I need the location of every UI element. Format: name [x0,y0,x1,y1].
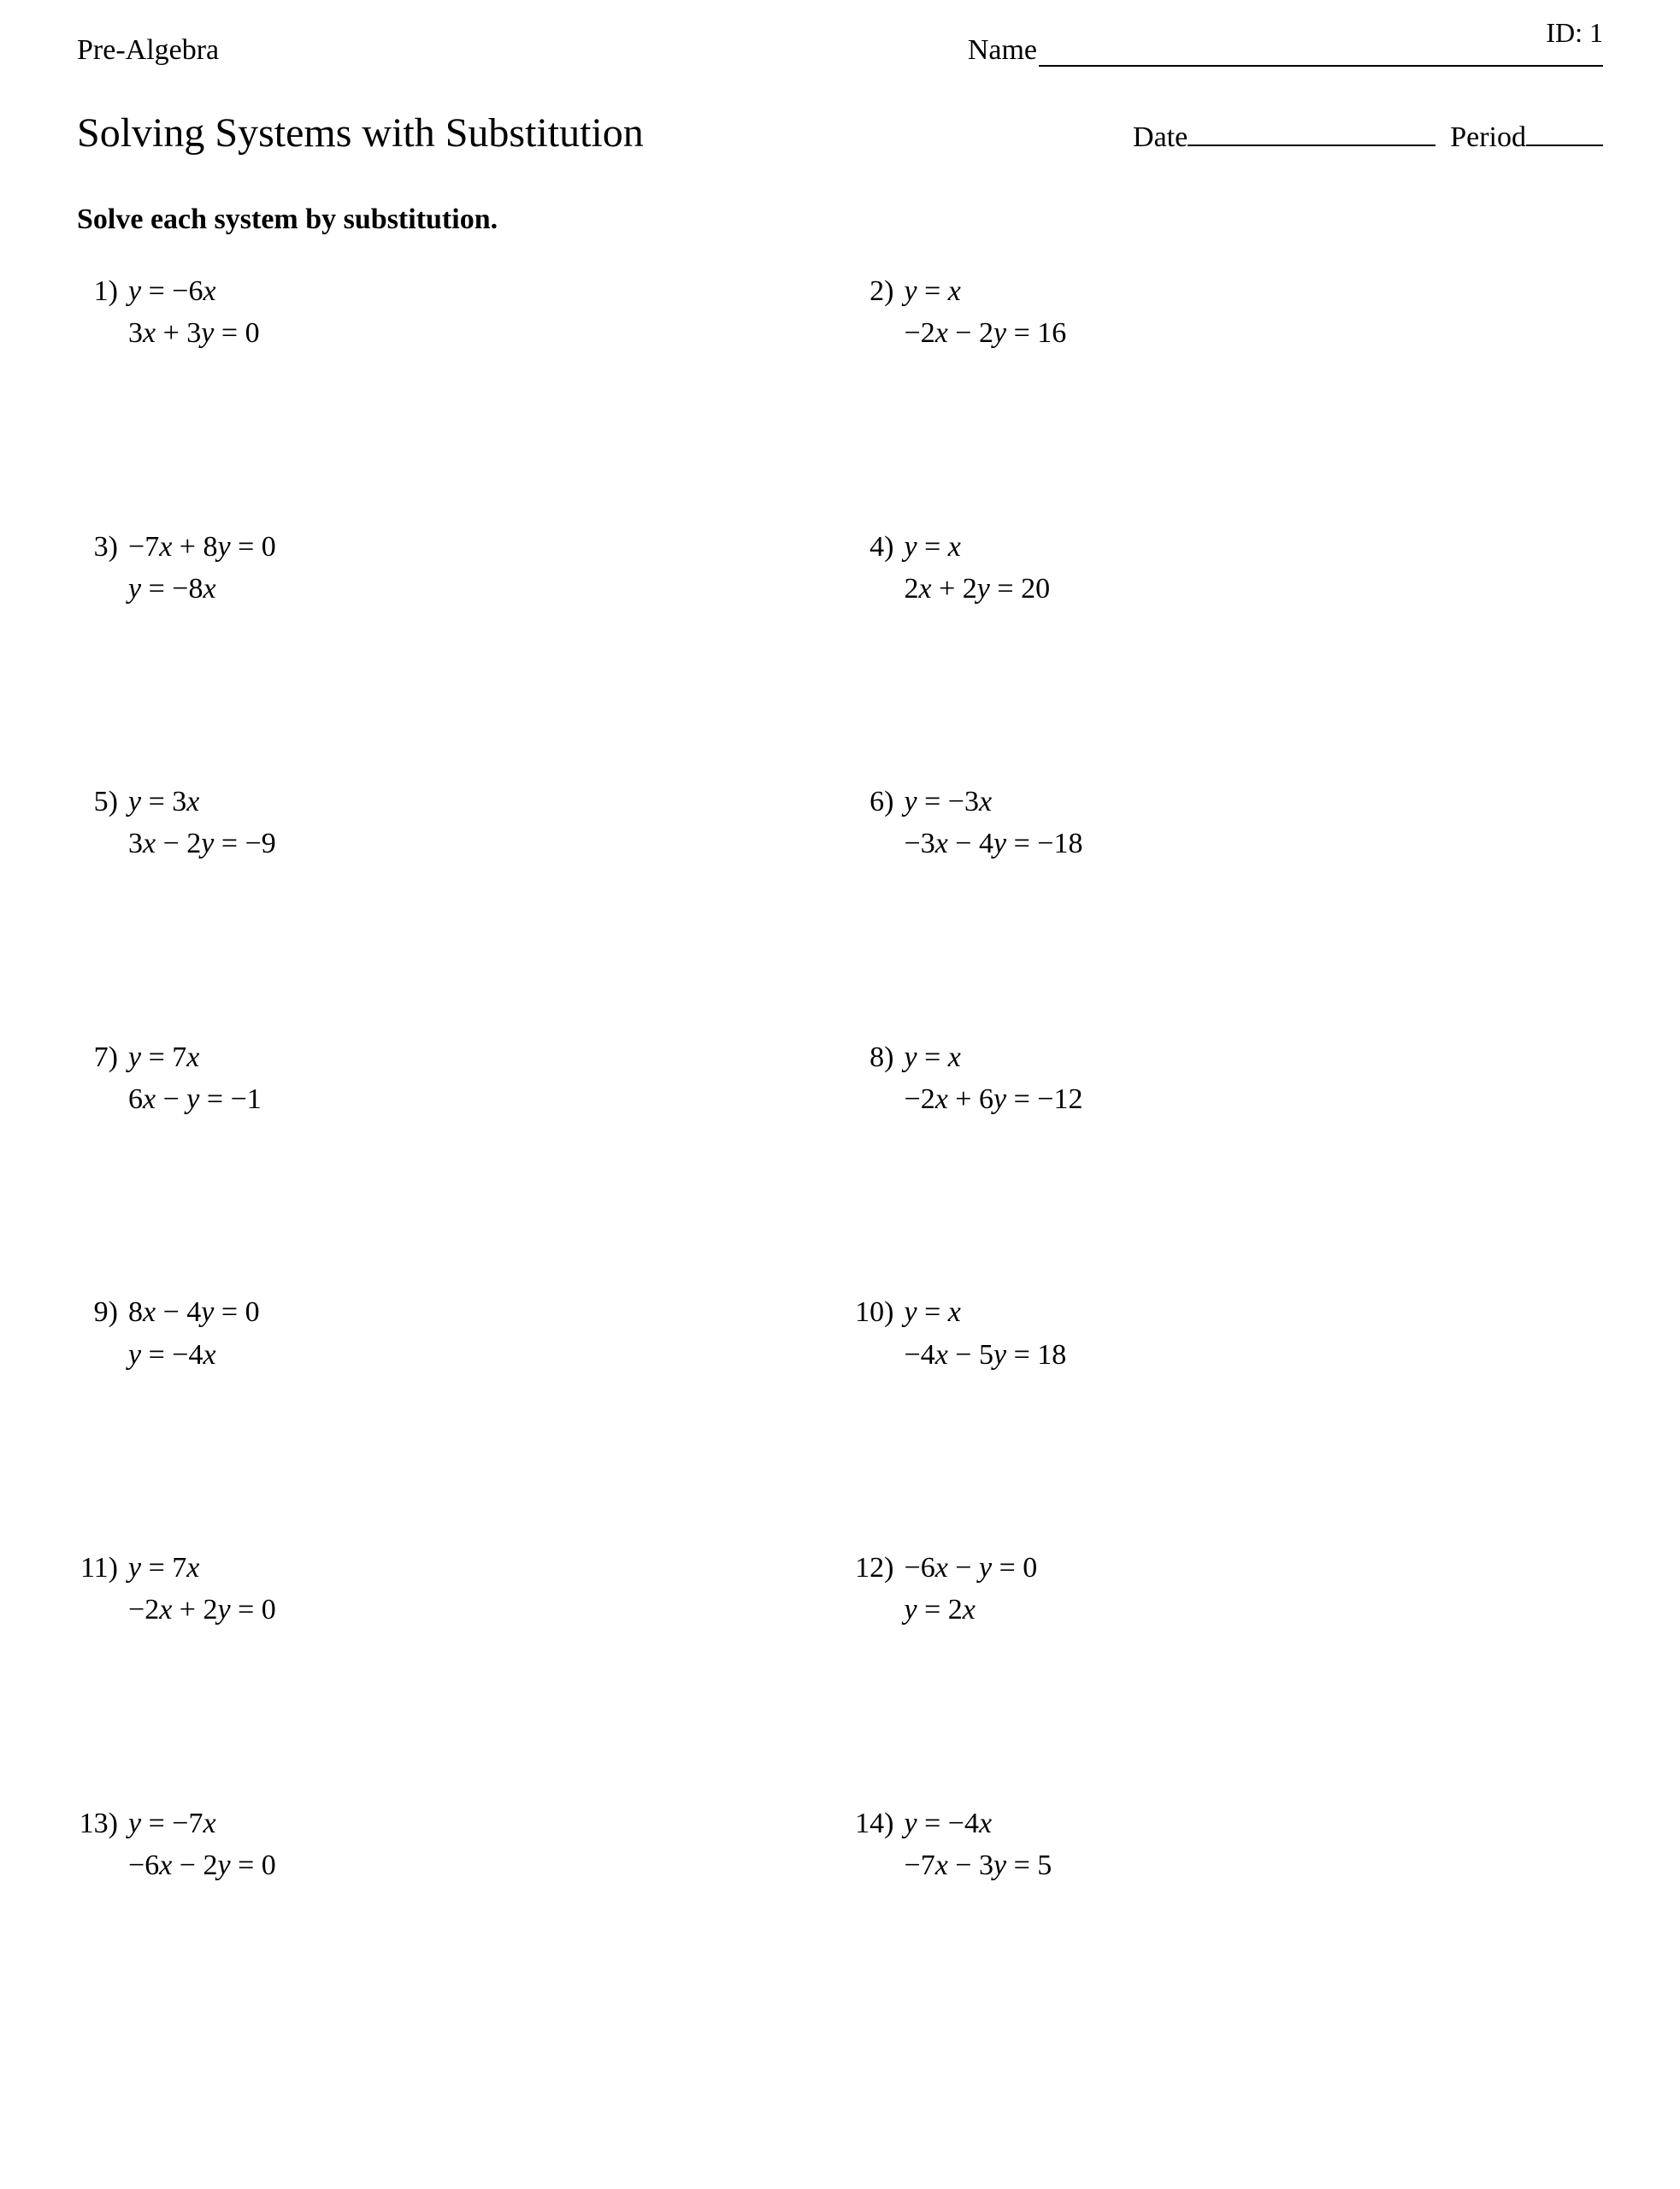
problem-number: 7) [77,1036,128,1078]
equation-1: y = −4x [905,1803,1052,1844]
header-row: Pre-Algebra ID: 1 Name [77,34,1603,67]
equation-2: −7x − 3y = 5 [905,1844,1052,1886]
problem: 2)y = x−2x − 2y = 16 [853,270,1604,355]
equation-1: y = 3x [128,781,276,823]
problem-number: 4) [853,526,905,568]
problem: 11)y = 7x−2x + 2y = 0 [77,1547,828,1631]
problem-number: 3) [77,526,128,568]
problem-equations: y = 7x−2x + 2y = 0 [128,1547,276,1631]
equation-2: −2x − 2y = 16 [905,312,1067,354]
worksheet-title: Solving Systems with Substitution [77,109,644,156]
name-blank-line [1039,43,1603,67]
problem-equations: 8x − 4y = 0y = −4x [128,1291,260,1376]
problem-number: 8) [853,1036,905,1078]
problem-number: 1) [77,270,128,312]
equation-2: 3x − 2y = −9 [128,823,276,864]
equation-1: y = x [905,1291,1067,1333]
equation-2: −2x + 6y = −12 [905,1078,1083,1120]
equation-2: y = −8x [128,568,276,610]
problem-equations: y = x2x + 2y = 20 [905,526,1051,611]
problem: 7)y = 7x6x − y = −1 [77,1036,828,1121]
equation-1: y = −3x [905,781,1083,823]
equation-1: y = x [905,270,1067,312]
problem: 4)y = x2x + 2y = 20 [853,526,1604,611]
problem-number: 14) [853,1803,905,1844]
name-group: Name [968,34,1603,67]
problem-equations: y = x−2x − 2y = 16 [905,270,1067,355]
problem: 10)y = x−4x − 5y = 18 [853,1291,1604,1376]
equation-1: −6x − y = 0 [905,1547,1038,1589]
problem: 9)8x − 4y = 0y = −4x [77,1291,828,1376]
problem-equations: y = x−2x + 6y = −12 [905,1036,1083,1121]
problem-number: 2) [853,270,905,312]
period-blank-line [1526,124,1603,146]
date-label: Date [1133,121,1188,153]
problem-number: 9) [77,1291,128,1333]
problem-equations: y = −4x−7x − 3y = 5 [905,1803,1052,1887]
equation-1: y = 7x [128,1036,262,1078]
date-blank-line [1188,124,1435,146]
problem: 13)y = −7x−6x − 2y = 0 [77,1803,828,1887]
equation-2: −3x − 4y = −18 [905,823,1083,864]
problem-equations: y = 3x3x − 2y = −9 [128,781,276,865]
problem-equations: −7x + 8y = 0y = −8x [128,526,276,611]
problem: 1)y = −6x3x + 3y = 0 [77,270,828,355]
problem-equations: y = x−4x − 5y = 18 [905,1291,1067,1376]
problem-equations: y = −6x3x + 3y = 0 [128,270,260,355]
period-label: Period [1450,121,1526,153]
problem-number: 11) [77,1547,128,1589]
name-label: Name [968,34,1037,67]
problem-equations: −6x − y = 0y = 2x [905,1547,1038,1631]
problem-number: 6) [853,781,905,823]
equation-2: 2x + 2y = 20 [905,568,1051,610]
problem-number: 13) [77,1803,128,1844]
equation-1: y = −7x [128,1803,276,1844]
equation-2: −6x − 2y = 0 [128,1844,276,1886]
equation-2: −2x + 2y = 0 [128,1589,276,1631]
equation-1: y = x [905,1036,1083,1078]
problem-number: 12) [853,1547,905,1589]
problem: 5)y = 3x3x − 2y = −9 [77,781,828,865]
problem: 6)y = −3x−3x − 4y = −18 [853,781,1604,865]
equation-2: y = −4x [128,1334,260,1376]
equation-1: 8x − 4y = 0 [128,1291,260,1333]
problem: 12)−6x − y = 0y = 2x [853,1547,1604,1631]
title-row: Solving Systems with Substitution Date P… [77,109,1603,156]
problem-equations: y = −3x−3x − 4y = −18 [905,781,1083,865]
problem-equations: y = 7x6x − y = −1 [128,1036,262,1121]
subject-label: Pre-Algebra [77,34,219,67]
equation-2: 3x + 3y = 0 [128,312,260,354]
instruction-text: Solve each system by substitution. [77,204,1603,236]
problem-number: 10) [853,1291,905,1333]
equation-1: y = −6x [128,270,260,312]
problem: 8)y = x−2x + 6y = −12 [853,1036,1604,1121]
equation-2: y = 2x [905,1589,1038,1631]
problems-grid: 1)y = −6x3x + 3y = 02)y = x−2x − 2y = 16… [77,270,1603,1886]
problem: 14)y = −4x−7x − 3y = 5 [853,1803,1604,1887]
equation-2: 6x − y = −1 [128,1078,262,1120]
problem-number: 5) [77,781,128,823]
problem: 3)−7x + 8y = 0y = −8x [77,526,828,611]
date-period-group: Date Period [1133,121,1603,154]
equation-1: y = 7x [128,1547,276,1589]
equation-2: −4x − 5y = 18 [905,1334,1067,1376]
problem-equations: y = −7x−6x − 2y = 0 [128,1803,276,1887]
equation-1: −7x + 8y = 0 [128,526,276,568]
equation-1: y = x [905,526,1051,568]
